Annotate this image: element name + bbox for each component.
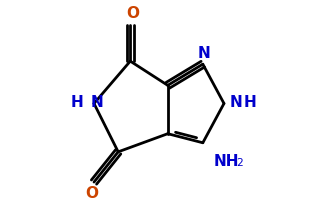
Text: H: H xyxy=(70,95,83,110)
Text: O: O xyxy=(85,186,98,201)
Text: H: H xyxy=(244,95,257,110)
Text: N: N xyxy=(198,46,210,60)
Text: NH: NH xyxy=(214,154,239,169)
Text: N: N xyxy=(230,95,243,110)
Text: N: N xyxy=(91,95,104,110)
Text: O: O xyxy=(126,6,139,21)
Text: $_2$: $_2$ xyxy=(236,154,244,169)
